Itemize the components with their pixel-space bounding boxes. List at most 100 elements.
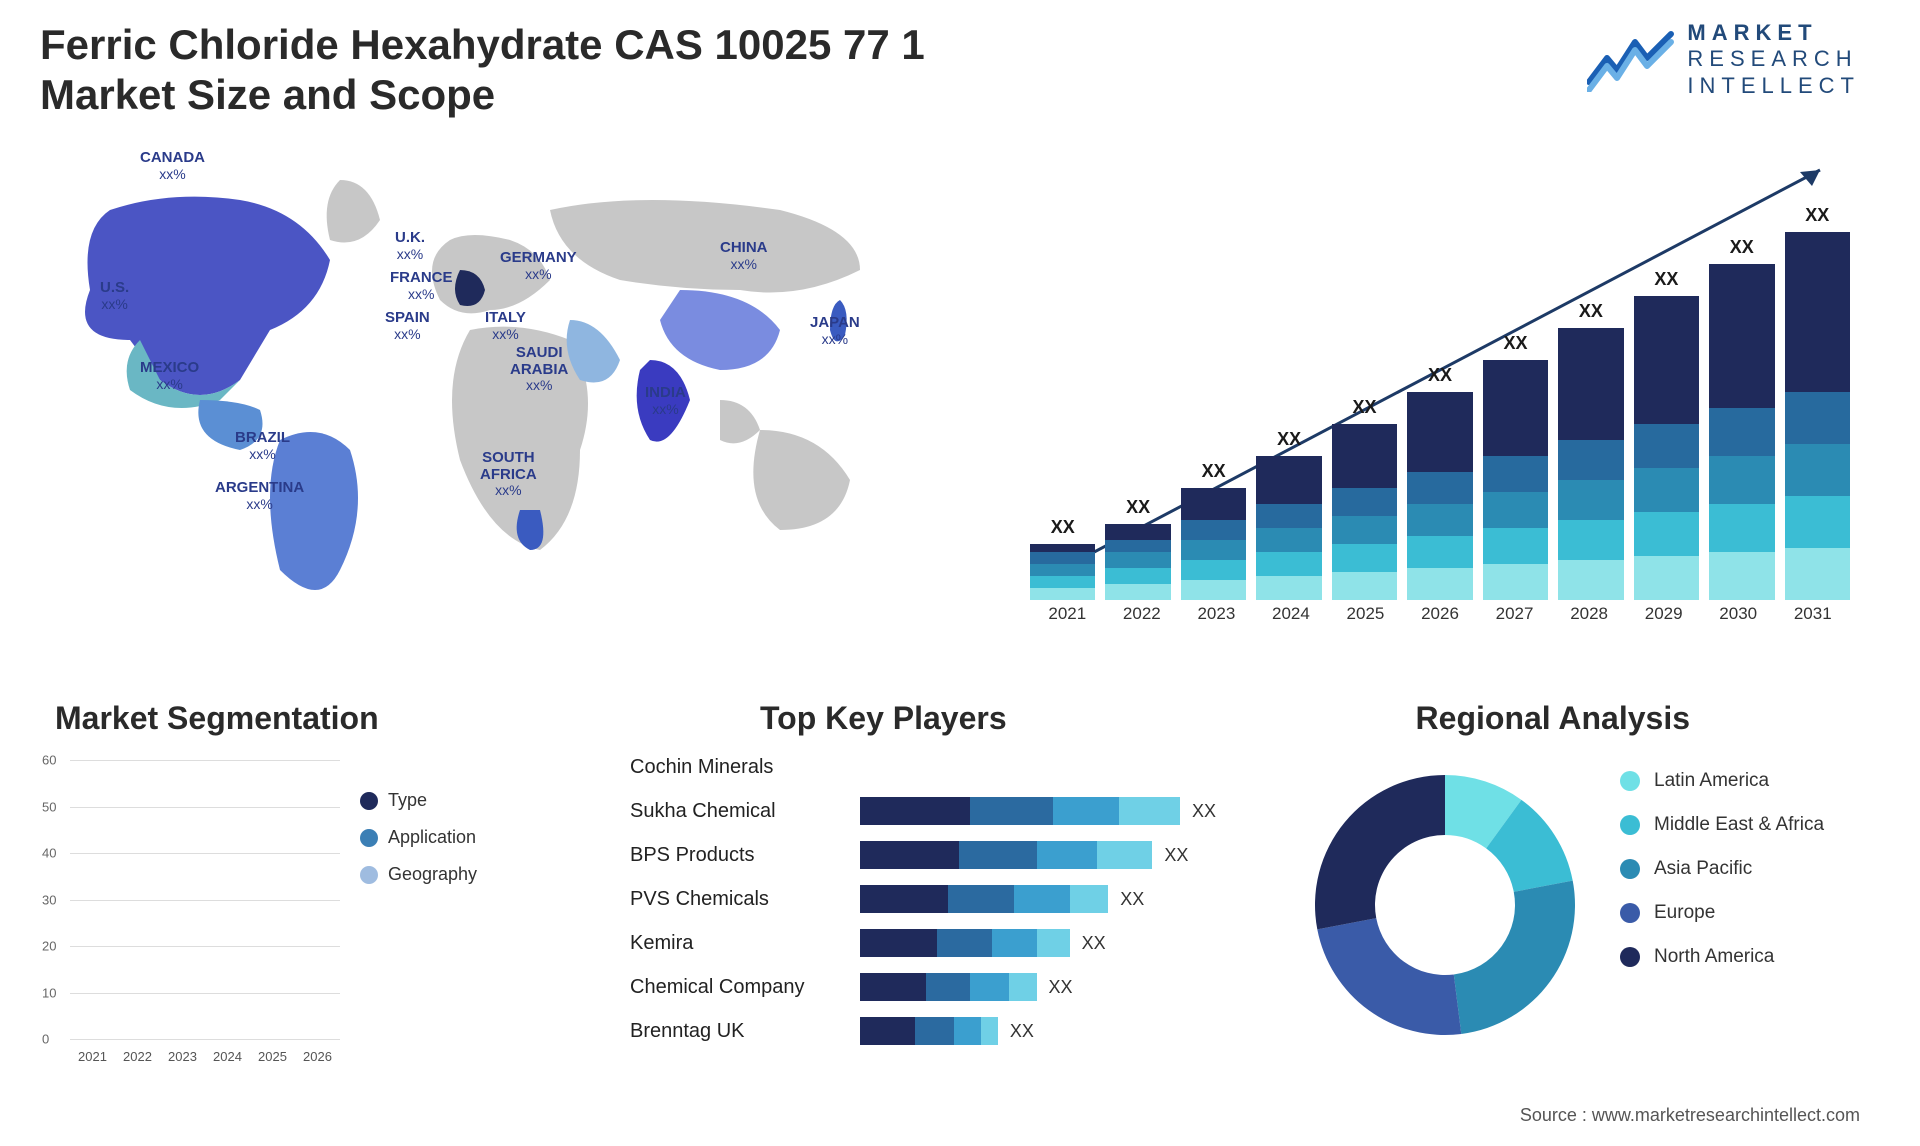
y-tick: 20	[42, 939, 56, 954]
bar-segment	[1256, 576, 1321, 600]
bar-segment	[1256, 528, 1321, 552]
legend-item: Application	[360, 827, 560, 848]
bar-segment	[1558, 480, 1623, 520]
bar-segment	[1634, 468, 1699, 512]
player-row: Chemical CompanyXX	[630, 970, 1250, 1004]
player-bar	[860, 1017, 998, 1045]
bar-segment	[1785, 392, 1850, 444]
bar-segment	[1009, 973, 1037, 1001]
bar-value-label: XX	[1579, 301, 1603, 322]
bar-segment	[1030, 588, 1095, 600]
legend-dot-icon	[1620, 771, 1640, 791]
y-tick: 60	[42, 753, 56, 768]
y-tick: 40	[42, 846, 56, 861]
growth-bar: XX	[1105, 497, 1170, 600]
country-label: GERMANYxx%	[500, 250, 577, 282]
country-label: SPAINxx%	[385, 310, 430, 342]
donut-slice	[1454, 881, 1575, 1034]
bar-segment	[1483, 528, 1548, 564]
bar-segment	[1483, 456, 1548, 492]
bar-segment	[1181, 520, 1246, 540]
growth-bar: XX	[1332, 397, 1397, 600]
country-label: MEXICOxx%	[140, 360, 199, 392]
bar-segment	[1332, 516, 1397, 544]
bar-segment	[1097, 841, 1152, 869]
legend-label: Middle East & Africa	[1654, 814, 1824, 836]
year-label: 2026	[1403, 604, 1478, 630]
bar-value-label: XX	[1202, 461, 1226, 482]
legend-dot-icon	[1620, 903, 1640, 923]
legend-dot-icon	[360, 866, 378, 884]
country-label: SOUTHAFRICAxx%	[480, 450, 537, 498]
bar-segment	[1105, 540, 1170, 552]
country-label: U.S.xx%	[100, 280, 129, 312]
bar-segment	[1709, 552, 1774, 600]
player-row: Sukha ChemicalXX	[630, 794, 1250, 828]
bar-segment	[1634, 556, 1699, 600]
donut-chart-icon	[1300, 760, 1590, 1050]
country-label: JAPANxx%	[810, 315, 860, 347]
player-name: Kemira	[630, 932, 860, 955]
year-label: 2022	[1105, 604, 1180, 630]
legend-item: Asia Pacific	[1620, 858, 1860, 880]
country-label: INDIAxx%	[645, 385, 686, 417]
bar-segment	[1030, 564, 1095, 576]
player-row: PVS ChemicalsXX	[630, 882, 1250, 916]
bar-segment	[1070, 885, 1109, 913]
player-value: XX	[1049, 977, 1073, 998]
legend-dot-icon	[1620, 815, 1640, 835]
bar-segment	[1785, 444, 1850, 496]
player-value: XX	[1164, 845, 1188, 866]
bar-segment	[860, 797, 970, 825]
bar-segment	[1407, 536, 1472, 568]
player-value: XX	[1010, 1021, 1034, 1042]
bar-segment	[1030, 576, 1095, 588]
player-name: BPS Products	[630, 844, 860, 867]
legend-item: Latin America	[1620, 770, 1860, 792]
bar-value-label: XX	[1428, 365, 1452, 386]
player-row: Kemira XX	[630, 926, 1250, 960]
legend-item: North America	[1620, 946, 1860, 968]
legend-dot-icon	[360, 792, 378, 810]
growth-bar: XX	[1256, 429, 1321, 600]
year-label: 2025	[258, 1049, 287, 1064]
bar-segment	[1709, 456, 1774, 504]
bar-segment	[1483, 564, 1548, 600]
bar-segment	[937, 929, 992, 957]
legend-label: Asia Pacific	[1654, 858, 1752, 880]
year-label: 2028	[1552, 604, 1627, 630]
bar-value-label: XX	[1051, 517, 1075, 538]
bar-segment	[992, 929, 1036, 957]
bar-segment	[1119, 797, 1180, 825]
bar-segment	[915, 1017, 954, 1045]
bar-value-label: XX	[1126, 497, 1150, 518]
regional-chart: Latin America Middle East & Africa Asia Pa…	[1300, 750, 1860, 1070]
bar-segment	[1558, 560, 1623, 600]
bar-value-label: XX	[1503, 333, 1527, 354]
y-tick: 10	[42, 985, 56, 1000]
bar-segment	[1181, 580, 1246, 600]
bar-segment	[1709, 408, 1774, 456]
country-label: FRANCExx%	[390, 270, 453, 302]
year-label: 2021	[1030, 604, 1105, 630]
bar-value-label: XX	[1805, 205, 1829, 226]
player-row: BPS Products XX	[630, 838, 1250, 872]
bar-segment	[1407, 504, 1472, 536]
player-value: XX	[1082, 933, 1106, 954]
bar-segment	[1181, 488, 1246, 520]
growth-chart: XXXXXXXXXXXXXXXXXXXXXX 20212022202320242…	[1030, 150, 1850, 630]
player-name: Brenntag UK	[630, 1020, 860, 1043]
country-label: ARGENTINAxx%	[215, 480, 304, 512]
legend-item: Europe	[1620, 902, 1860, 924]
bar-segment	[1709, 264, 1774, 408]
brand-logo: MARKET RESEARCH INTELLECT	[1587, 20, 1860, 99]
player-bar	[860, 841, 1152, 869]
growth-bar: XX	[1181, 461, 1246, 600]
legend-label: Latin America	[1654, 770, 1769, 792]
bar-segment	[1709, 504, 1774, 552]
growth-bar: XX	[1483, 333, 1548, 600]
bar-segment	[1105, 524, 1170, 540]
year-label: 2024	[213, 1049, 242, 1064]
player-row: Cochin Minerals	[630, 750, 1250, 784]
y-tick: 30	[42, 892, 56, 907]
